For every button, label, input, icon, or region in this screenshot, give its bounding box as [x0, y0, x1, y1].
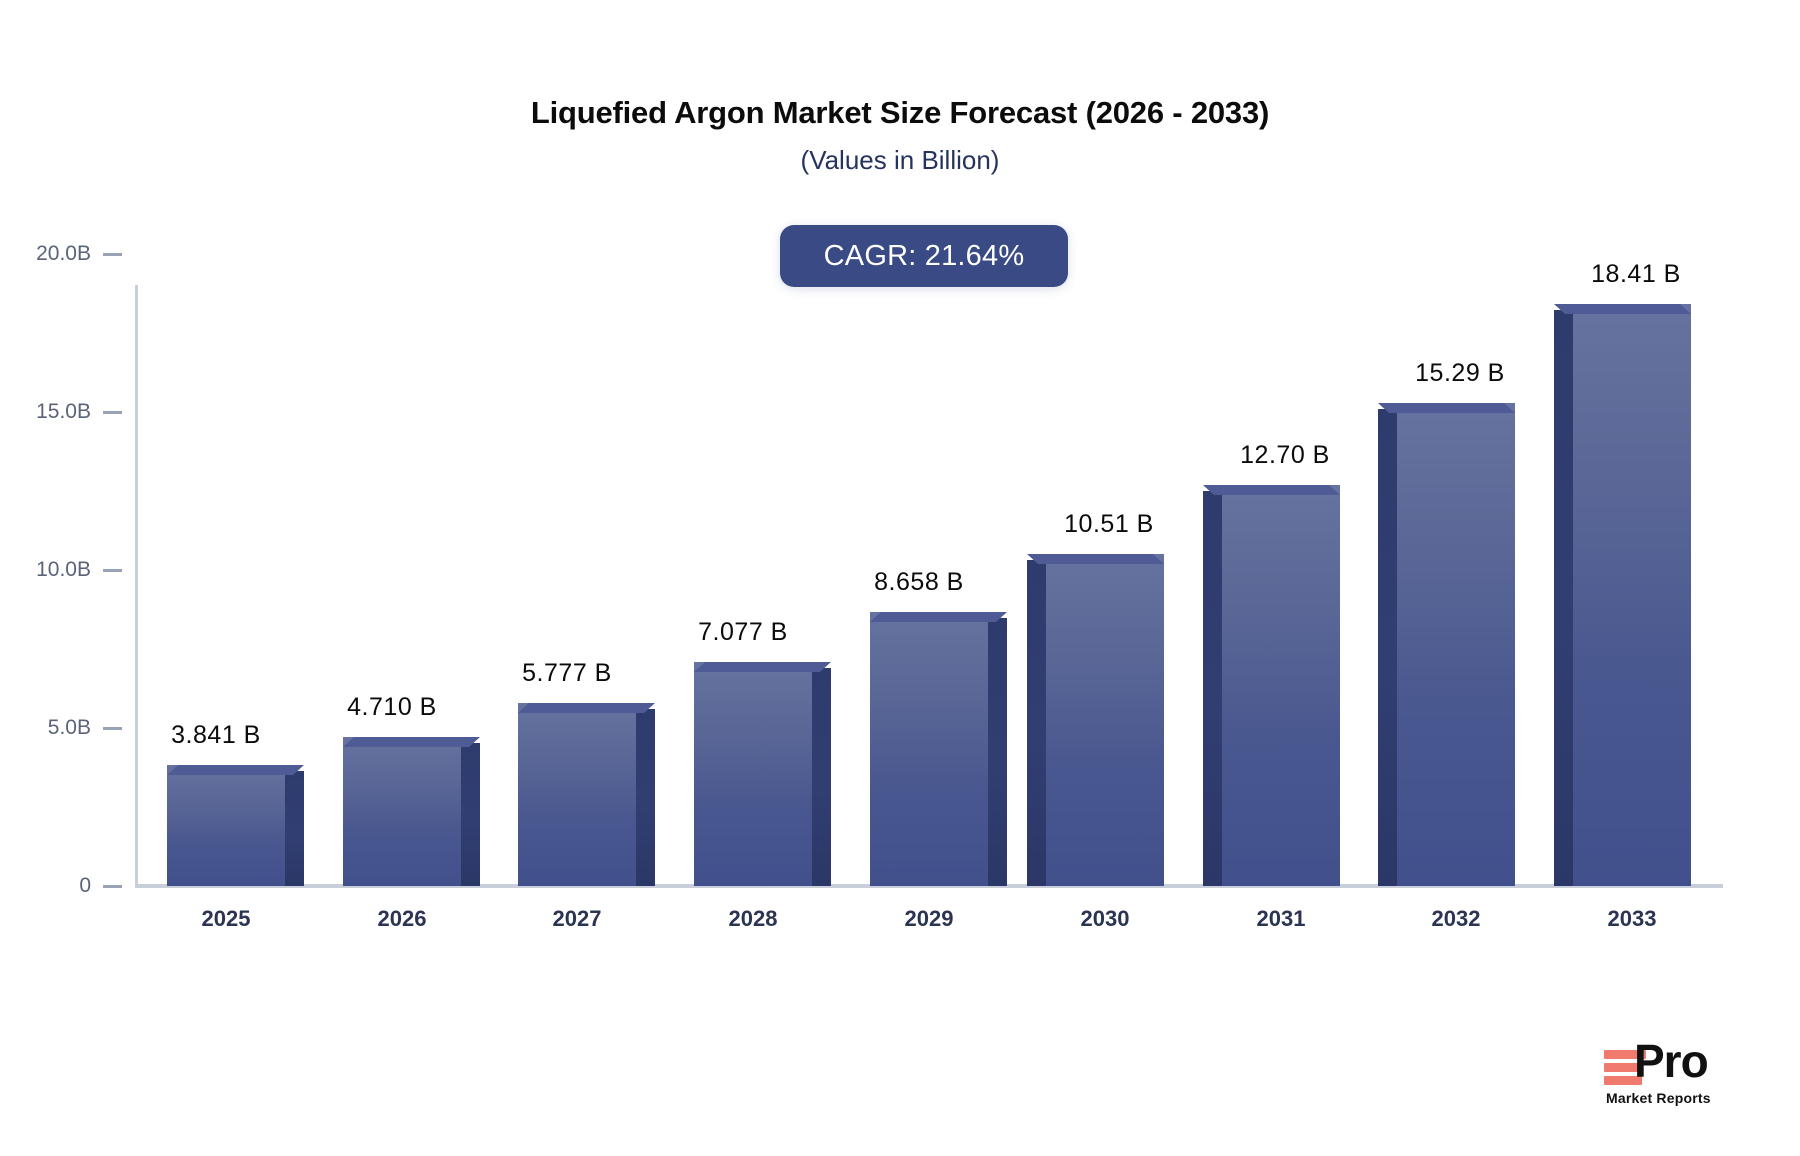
- bar-front-face: [870, 612, 988, 886]
- bar-value-label: 3.841 B: [171, 721, 261, 749]
- page-title: Liquefied Argon Market Size Forecast (20…: [530, 95, 1270, 130]
- bar-front-face: [1046, 554, 1164, 886]
- x-axis-label-2028: 2028: [728, 906, 778, 931]
- bar-top-face: [343, 737, 480, 747]
- logo-bars-icon: [1604, 1048, 1646, 1088]
- bar-value-label: 12.70 B: [1240, 441, 1330, 469]
- x-axis-line: [135, 884, 1723, 888]
- logo-tagline: Market Reports: [1606, 1090, 1711, 1106]
- y-axis-tick-mark: [103, 253, 122, 256]
- bar-top-face: [167, 765, 304, 775]
- bar-value-label: 5.777 B: [522, 659, 612, 687]
- logo-name: Pro: [1634, 1035, 1709, 1087]
- y-axis-tick-label: 5.0B: [47, 716, 91, 739]
- x-axis-label-2031: 2031: [1256, 906, 1306, 931]
- x-axis-label-2032: 2032: [1431, 906, 1481, 931]
- y-axis-tick-mark: [103, 569, 122, 572]
- bar-side-face: [461, 743, 480, 886]
- bar-value-label: 15.29 B: [1415, 359, 1505, 387]
- chart-subtitle: (Values in Billion): [800, 145, 1000, 176]
- y-axis-tick-label: 10.0B: [36, 558, 91, 581]
- bar-value-label: 8.658 B: [874, 568, 964, 596]
- x-axis-label-2033: 2033: [1607, 906, 1657, 931]
- bar-2029: [870, 612, 1007, 886]
- bar-2025: [167, 765, 304, 886]
- bar-value-label: 4.710 B: [347, 693, 437, 721]
- bar-front-face: [167, 765, 285, 886]
- cagr-badge-label: CAGR: 21.64%: [823, 239, 1025, 272]
- bar-side-face: [1203, 491, 1222, 886]
- bar-2028: [694, 662, 831, 886]
- bar-side-face: [285, 771, 304, 886]
- bar-top-face: [870, 612, 1007, 622]
- title-block: Liquefied Argon Market Size Forecast (20…: [0, 95, 1800, 176]
- bar-front-face: [518, 703, 636, 886]
- bar-2033: [1554, 304, 1691, 886]
- x-axis-label-2025: 2025: [201, 906, 251, 931]
- bar-top-face: [694, 662, 831, 672]
- bar-front-face: [694, 662, 812, 886]
- y-axis-tick-mark: [103, 885, 122, 888]
- cagr-badge: CAGR: 21.64%: [780, 225, 1068, 287]
- bar-side-face: [1378, 409, 1397, 886]
- y-axis-tick-label: 15.0B: [36, 400, 91, 423]
- y-axis-tick-label: 20.0B: [36, 242, 91, 265]
- bar-top-face: [1378, 403, 1515, 413]
- bar-top-face: [1554, 304, 1691, 314]
- bar-2030: [1027, 554, 1164, 886]
- bar-front-face: [1222, 485, 1340, 886]
- bar-side-face: [988, 618, 1007, 886]
- bar-side-face: [1027, 560, 1046, 886]
- y-axis-tick-mark: [103, 727, 122, 730]
- bar-top-face: [1203, 485, 1340, 495]
- bar-2027: [518, 703, 655, 886]
- bar-front-face: [1397, 403, 1515, 886]
- brand-logo: Pro Market Reports: [1604, 1038, 1784, 1118]
- bar-value-label: 7.077 B: [698, 618, 788, 646]
- bar-front-face: [343, 737, 461, 886]
- bar-side-face: [812, 668, 831, 886]
- y-axis-tick-label: 0: [79, 874, 91, 897]
- bar-2026: [343, 737, 480, 886]
- x-axis-label-2029: 2029: [904, 906, 954, 931]
- bar-value-label: 18.41 B: [1591, 260, 1681, 288]
- x-axis-label-2027: 2027: [552, 906, 602, 931]
- bar-2032: [1378, 403, 1515, 886]
- bar-side-face: [1554, 310, 1573, 886]
- bar-side-face: [636, 709, 655, 886]
- bar-front-face: [1573, 304, 1691, 886]
- bar-top-face: [1027, 554, 1164, 564]
- bar-top-face: [518, 703, 655, 713]
- bar-value-label: 10.51 B: [1064, 510, 1154, 538]
- bar-2031: [1203, 485, 1340, 886]
- y-axis-tick-mark: [103, 411, 122, 414]
- y-axis-line: [135, 285, 138, 886]
- x-axis-label-2026: 2026: [377, 906, 427, 931]
- x-axis-label-2030: 2030: [1080, 906, 1130, 931]
